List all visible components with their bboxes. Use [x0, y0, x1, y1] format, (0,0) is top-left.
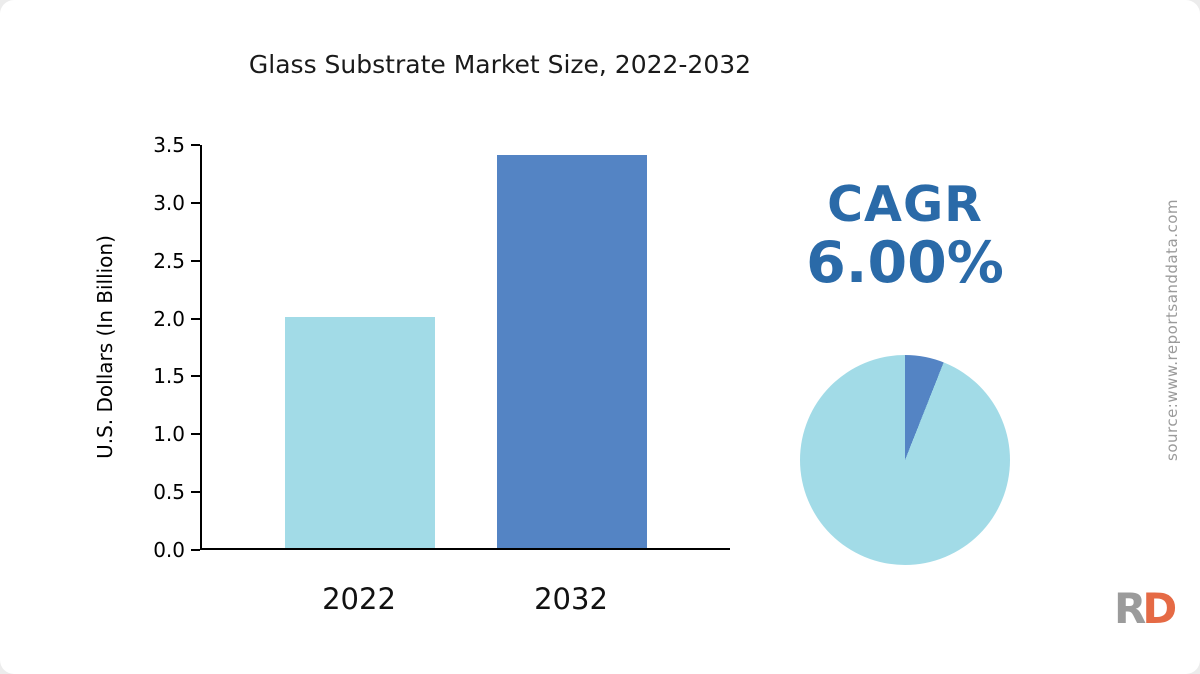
- y-tick-1.5: 1.5: [153, 364, 200, 388]
- y-tick-mark: [191, 317, 200, 320]
- y-tick-mark: [191, 144, 200, 146]
- y-tick-0.0: 0.0: [153, 538, 200, 562]
- bar-2032: [497, 154, 647, 548]
- y-tick-label: 3.0: [153, 190, 185, 215]
- bar-2022: [285, 316, 435, 548]
- y-tick-label: 2.5: [153, 248, 185, 273]
- y-tick-label: 0.5: [153, 480, 185, 505]
- y-tick-3.0: 3.0: [153, 191, 200, 215]
- logo-letter-r: R: [1114, 584, 1146, 633]
- y-tick-3.5: 3.5: [153, 133, 200, 157]
- y-tick-mark: [191, 259, 200, 262]
- cagr-block: CAGR 6.00%: [760, 178, 1050, 295]
- x-axis-labels: 2022 2032: [200, 582, 730, 616]
- y-tick-label: 2.0: [153, 306, 185, 331]
- bar-plot-area: [200, 145, 730, 550]
- y-tick-label: 0.0: [153, 538, 185, 562]
- cagr-label: CAGR: [827, 176, 983, 233]
- y-tick-2.0: 2.0: [153, 307, 200, 331]
- cagr-pie-chart: [800, 355, 1010, 565]
- y-tick-label: 3.5: [153, 133, 185, 157]
- y-tick-mark: [191, 549, 200, 551]
- y-tick-2.5: 2.5: [153, 249, 200, 273]
- cagr-value: 6.00%: [806, 229, 1004, 296]
- logo-letter-d: D: [1142, 584, 1177, 633]
- y-tick-mark: [191, 201, 200, 204]
- y-tick-mark: [191, 375, 200, 378]
- y-tick-1.0: 1.0: [153, 422, 200, 446]
- y-axis: 0.0 0.5 1.0 1.5 2.0 2.5 3.0 3.5: [0, 133, 200, 562]
- y-tick-mark: [191, 491, 200, 494]
- chart-title: Glass Substrate Market Size, 2022-2032: [248, 50, 752, 79]
- y-tick-0.5: 0.5: [153, 480, 200, 504]
- x-axis-label-2022: 2022: [322, 582, 396, 616]
- y-tick-label: 1.5: [153, 364, 185, 389]
- y-tick-mark: [191, 433, 200, 436]
- y-tick-label: 1.0: [153, 422, 185, 447]
- source-text: source:www.reportsanddata.com: [1163, 199, 1181, 461]
- x-axis-label-2032: 2032: [534, 582, 608, 616]
- brand-logo: RD: [1114, 584, 1177, 633]
